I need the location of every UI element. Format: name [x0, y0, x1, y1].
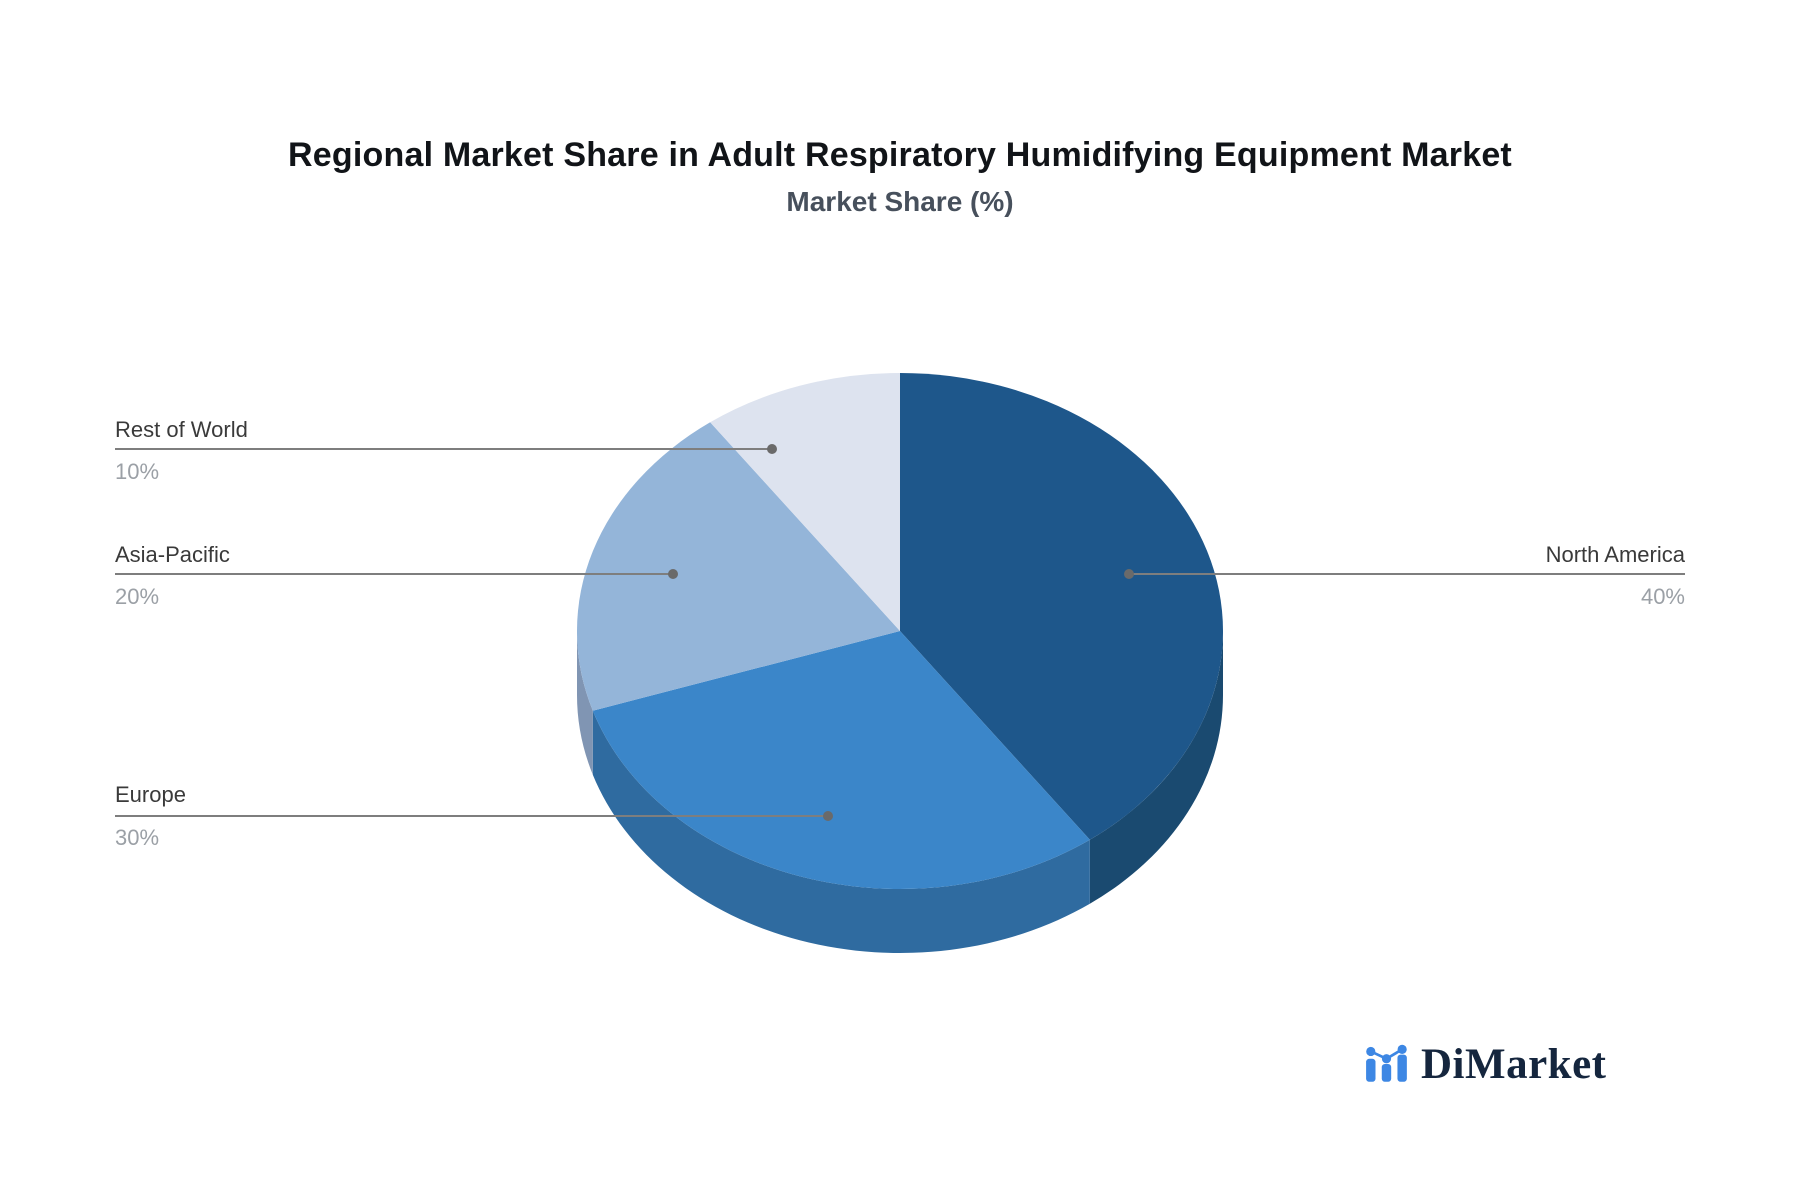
pie-slice-north-america[interactable]	[900, 373, 1224, 840]
slice-pct-rest-of-world: 10%	[115, 459, 159, 484]
callout-labels: North America 40% Europe 30% Asia-Pacifi…	[115, 417, 1686, 850]
pie-slice-rest-of-world[interactable]	[710, 373, 900, 631]
slice-label-asia-pacific: Asia-Pacific	[115, 542, 230, 567]
chart-title: Regional Market Share in Adult Respirato…	[288, 136, 1512, 174]
pie-wall-europe	[592, 710, 1090, 954]
brand-watermark: DiMarket	[1364, 1036, 1607, 1092]
callout-dot-rest-of-world	[767, 444, 777, 454]
brand-name: DiMarket	[1421, 1040, 1607, 1088]
pie-slice-europe[interactable]	[592, 631, 1090, 890]
callout-lines	[115, 444, 1685, 821]
slice-label-north-america: North America	[1546, 542, 1686, 567]
callout-dot-europe	[823, 811, 833, 821]
slice-label-rest-of-world: Rest of World	[115, 417, 248, 442]
slice-pct-asia-pacific: 20%	[115, 584, 159, 609]
bar-chart-logo-icon	[1366, 1044, 1407, 1082]
slice-pct-north-america: 40%	[1641, 584, 1685, 609]
callout-dot-asia-pacific	[668, 569, 678, 579]
pie-3d-walls	[577, 631, 1223, 954]
chart-subtitle: Market Share (%)	[786, 186, 1014, 217]
slice-label-europe: Europe	[115, 782, 186, 807]
pie-slices	[576, 373, 1224, 890]
pie-slice-asia-pacific[interactable]	[576, 422, 900, 711]
pie-wall-asia-pacific	[577, 631, 593, 775]
pie-wall-north-america	[1089, 631, 1223, 904]
slice-pct-europe: 30%	[115, 825, 159, 850]
callout-dot-north-america	[1124, 569, 1134, 579]
